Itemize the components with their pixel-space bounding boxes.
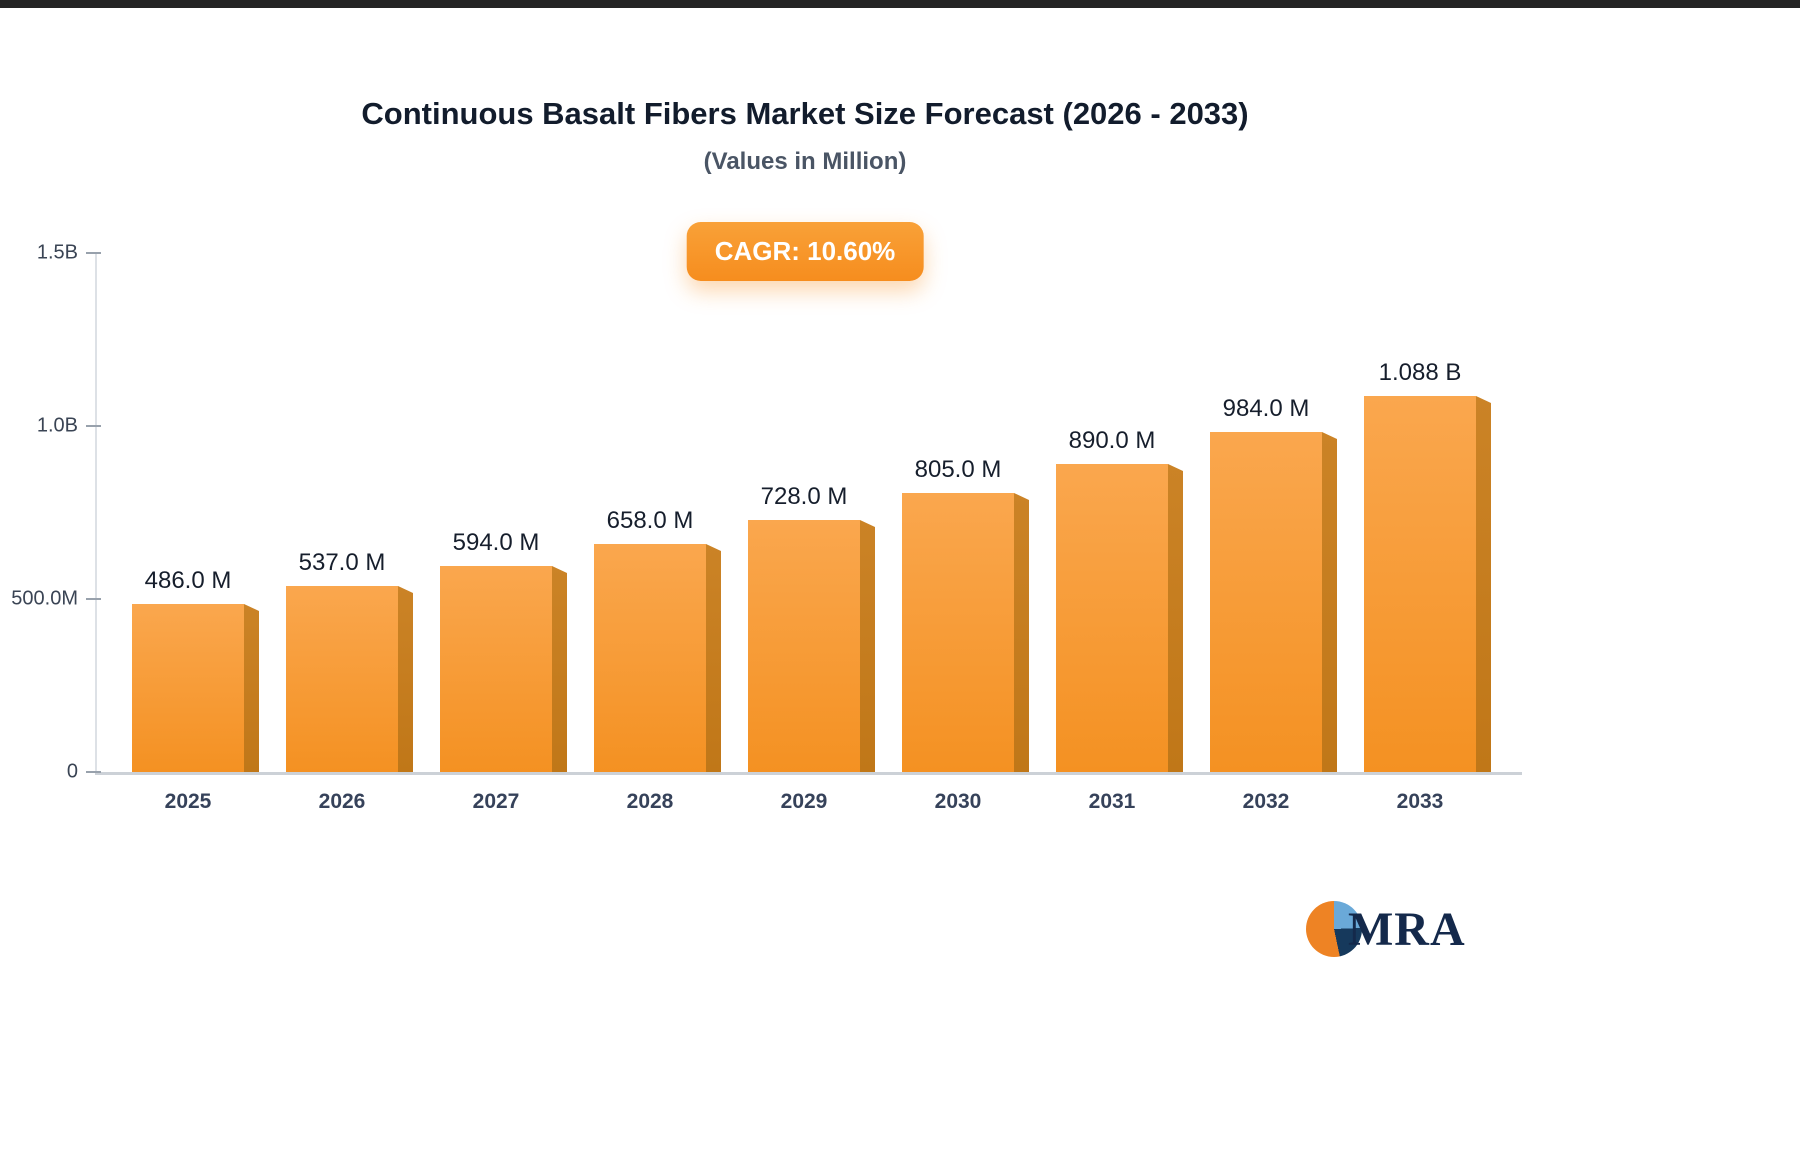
x-axis-label-2032: 2032: [1242, 790, 1290, 813]
bar-2030: [902, 493, 1014, 772]
bar-side-2033: [1476, 396, 1491, 772]
x-axis-label-2030: 2030: [934, 790, 982, 813]
bar-2032: [1210, 432, 1322, 772]
bar-value-label-2029: 728.0 M: [760, 483, 848, 510]
bar-2029: [748, 520, 860, 772]
bar-value-label-2027: 594.0 M: [452, 529, 540, 556]
y-tick-label-1.5B: 1.5B: [36, 241, 78, 264]
y-tick-label-500.0M: 500.0M: [11, 587, 78, 610]
bar-2028: [594, 544, 706, 772]
chart-subtitle: (Values in Million): [703, 148, 907, 175]
y-tick-mark-0: [86, 771, 101, 773]
bar-value-label-2025: 486.0 M: [144, 567, 232, 594]
x-axis-label-2028: 2028: [626, 790, 674, 813]
x-axis-label-2026: 2026: [318, 790, 366, 813]
x-axis-baseline: [95, 772, 1522, 775]
y-tick-mark-500.0M: [86, 598, 101, 600]
bar-2031: [1056, 464, 1168, 772]
bar-value-label-2030: 805.0 M: [914, 456, 1002, 483]
bar-side-2030: [1014, 493, 1029, 772]
x-axis-label-2029: 2029: [780, 790, 828, 813]
x-axis-label-2025: 2025: [164, 790, 212, 813]
bar-value-label-2032: 984.0 M: [1222, 395, 1310, 422]
bar-side-2028: [706, 544, 721, 772]
cagr-badge: CAGR: 10.60%: [686, 222, 924, 281]
x-axis-label-2033: 2033: [1396, 790, 1444, 813]
bar-2025: [132, 604, 244, 772]
x-axis-label-2031: 2031: [1088, 790, 1136, 813]
y-axis-line: [95, 253, 97, 774]
bar-side-2032: [1322, 432, 1337, 772]
pie-chart-logo-icon: [1306, 901, 1362, 957]
bar-2027: [440, 566, 552, 772]
bar-side-2027: [552, 566, 567, 772]
bar-side-2026: [398, 586, 413, 772]
bar-value-label-2026: 537.0 M: [298, 549, 386, 576]
brand-logo: MRA: [1306, 901, 1466, 957]
top-border: [0, 0, 1800, 8]
brand-logo-text: MRA: [1348, 902, 1466, 956]
bar-value-label-2033: 1.088 B: [1378, 359, 1462, 386]
y-tick-mark-1.5B: [86, 252, 101, 254]
bar-side-2029: [860, 520, 875, 772]
chart-title: Continuous Basalt Fibers Market Size For…: [361, 96, 1249, 131]
bar-side-2025: [244, 604, 259, 772]
y-tick-label-1.0B: 1.0B: [36, 414, 78, 437]
bar-value-label-2028: 658.0 M: [606, 507, 694, 534]
bar-value-label-2031: 890.0 M: [1068, 427, 1156, 454]
bar-2026: [286, 586, 398, 772]
y-tick-label-0: 0: [66, 760, 78, 783]
bar-side-2031: [1168, 464, 1183, 772]
y-tick-mark-1.0B: [86, 425, 101, 427]
x-axis-label-2027: 2027: [472, 790, 520, 813]
bar-2033: [1364, 396, 1476, 772]
